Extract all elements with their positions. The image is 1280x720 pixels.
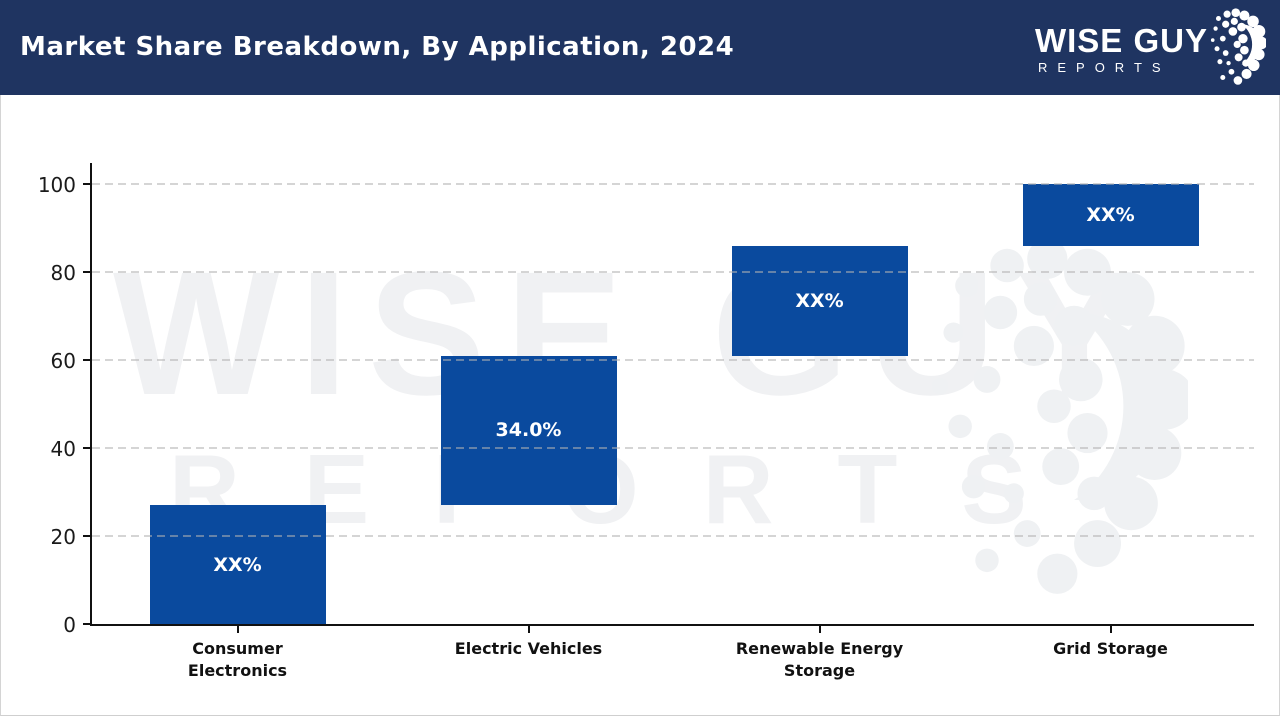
x-tick-mark bbox=[818, 626, 821, 633]
wiseguy-head-icon bbox=[1210, 8, 1266, 85]
bar-value-label: XX% bbox=[795, 289, 844, 312]
y-tick-label: 80 bbox=[50, 261, 76, 285]
header: Market Share Breakdown, By Application, … bbox=[0, 0, 1280, 95]
gridline-y-40 bbox=[92, 447, 1254, 449]
x-axis-category-label: Electric Vehicles bbox=[409, 638, 649, 660]
x-axis-category-label-line: Electric Vehicles bbox=[454, 639, 603, 658]
bar-segment: XX% bbox=[1022, 184, 1199, 246]
y-tick-label: 40 bbox=[50, 437, 76, 461]
wiseguy-logo: WISE GUY REPORTS bbox=[1035, 8, 1266, 90]
bar-chart-plot: 0 20 40 60 80 100 XX% Consumer Electronics 34.0% E… bbox=[38, 163, 1254, 680]
y-tick-mark bbox=[83, 271, 90, 273]
bar-value-label: XX% bbox=[213, 553, 262, 576]
logo-brand-name: WISE GUY bbox=[1034, 21, 1208, 59]
bar-segment: XX% bbox=[149, 505, 326, 624]
bar-value-label: XX% bbox=[1086, 203, 1135, 226]
y-tick-label: 0 bbox=[63, 613, 76, 637]
x-axis-category-label-line: Grid Storage bbox=[1053, 639, 1168, 658]
page-title: Market Share Breakdown, By Application, … bbox=[20, 32, 735, 62]
y-tick-label: 20 bbox=[50, 525, 76, 549]
x-axis-category-label-line: Consumer bbox=[192, 639, 283, 658]
y-tick-mark bbox=[83, 447, 90, 449]
y-tick-mark bbox=[83, 535, 90, 537]
x-tick-mark bbox=[527, 626, 530, 633]
x-tick-mark bbox=[1109, 626, 1112, 633]
x-tick-mark bbox=[236, 626, 239, 633]
y-tick-mark bbox=[83, 623, 90, 625]
x-axis-category-label: Consumer Electronics bbox=[118, 638, 358, 681]
x-axis-category-label-line: Electronics bbox=[187, 660, 288, 680]
logo-brand-subtitle: REPORTS bbox=[1037, 60, 1171, 76]
gridline-y-20 bbox=[92, 535, 1254, 537]
gridline-y-60 bbox=[92, 359, 1254, 361]
y-tick-label: 60 bbox=[50, 349, 76, 373]
x-axis-category-label-line: Storage bbox=[783, 660, 856, 680]
wiseguy-logo-text: WISE GUY REPORTS bbox=[1034, 21, 1208, 76]
y-tick-label: 100 bbox=[37, 173, 76, 197]
bar-segment: XX% bbox=[731, 245, 908, 356]
x-axis-category-label: Grid Storage bbox=[991, 638, 1231, 660]
gridline-y-80 bbox=[92, 271, 1254, 273]
y-tick-mark bbox=[83, 359, 90, 361]
x-axis-category-label-line: Renewable Energy bbox=[735, 639, 904, 658]
x-axis-category-label: Renewable Energy Storage bbox=[700, 638, 940, 681]
y-tick-mark bbox=[83, 183, 90, 185]
gridline-y-100 bbox=[92, 183, 1254, 185]
bar-value-label: 34.0% bbox=[495, 419, 562, 442]
chart-area: WISE GUY REPORTS 0 20 40 60 80 100 XX% Consumer… bbox=[0, 95, 1280, 716]
bar-segment: 34.0% bbox=[440, 355, 617, 506]
